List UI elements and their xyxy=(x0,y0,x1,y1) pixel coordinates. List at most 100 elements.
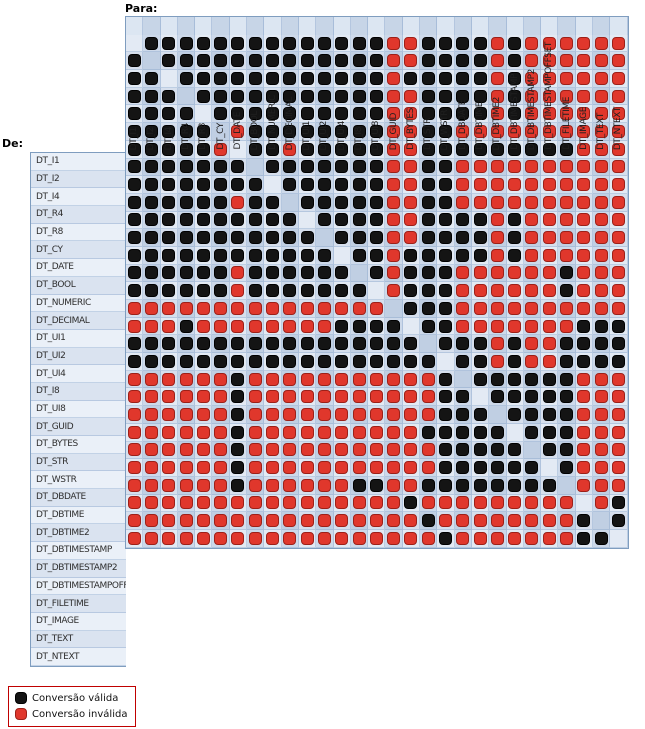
matrix-cell xyxy=(489,176,507,194)
valid-conversion-dot xyxy=(283,89,297,103)
matrix-cell xyxy=(593,388,611,407)
valid-conversion-dot xyxy=(421,248,435,262)
row-label: DT_GUID xyxy=(31,418,126,436)
valid-conversion-dot xyxy=(456,248,470,262)
invalid-conversion-dot xyxy=(144,390,158,404)
invalid-conversion-dot xyxy=(473,531,487,545)
valid-conversion-dot xyxy=(300,266,314,280)
matrix-cell xyxy=(264,158,282,177)
matrix-cell xyxy=(247,512,265,530)
valid-conversion-dot xyxy=(335,178,349,192)
valid-conversion-dot xyxy=(231,71,245,85)
matrix-cell xyxy=(247,423,265,442)
matrix-cell xyxy=(471,406,490,424)
matrix-cell xyxy=(316,211,334,230)
matrix-cell xyxy=(420,406,438,424)
valid-conversion-dot xyxy=(438,195,452,209)
matrix-cell xyxy=(420,353,438,371)
invalid-conversion-dot xyxy=(490,248,504,262)
invalid-conversion-dot xyxy=(542,231,556,245)
matrix-cell xyxy=(523,193,542,212)
valid-conversion-dot xyxy=(283,36,297,50)
matrix-cell xyxy=(437,494,455,513)
matrix-cell xyxy=(541,459,559,477)
matrix-cell xyxy=(385,282,403,300)
valid-conversion-dot xyxy=(231,231,245,245)
matrix-cell xyxy=(247,353,265,371)
invalid-conversion-dot xyxy=(490,301,504,315)
matrix-cell xyxy=(541,140,559,159)
matrix-cell xyxy=(160,459,178,477)
matrix-cell xyxy=(610,176,628,194)
matrix-cell xyxy=(229,87,248,106)
matrix-cell xyxy=(420,246,438,265)
valid-conversion-dot xyxy=(352,248,366,262)
valid-conversion-dot xyxy=(214,248,228,262)
matrix-cell xyxy=(420,105,438,124)
valid-conversion-dot xyxy=(369,89,383,103)
matrix-cell xyxy=(126,476,144,495)
matrix-cell xyxy=(212,264,230,283)
valid-conversion-dot xyxy=(404,284,418,298)
matrix-cell xyxy=(298,388,317,407)
valid-conversion-dot xyxy=(231,213,245,227)
invalid-conversion-dot xyxy=(421,531,435,545)
matrix-cell xyxy=(593,300,611,318)
valid-conversion-dot xyxy=(231,425,245,439)
invalid-conversion-dot xyxy=(352,461,366,475)
valid-conversion-dot xyxy=(300,284,314,298)
matrix-cell xyxy=(610,246,628,265)
matrix-cell xyxy=(264,52,282,71)
matrix-cell xyxy=(160,123,178,141)
invalid-conversion-dot xyxy=(162,319,176,333)
matrix-cell xyxy=(454,370,472,389)
valid-conversion-dot xyxy=(317,124,331,138)
matrix-cell xyxy=(333,512,351,530)
matrix-cell xyxy=(454,87,472,106)
valid-conversion-dot xyxy=(542,425,556,439)
matrix-cell xyxy=(610,459,628,477)
matrix-cell xyxy=(160,476,178,495)
matrix-cell xyxy=(593,34,611,53)
valid-conversion-dot xyxy=(438,266,452,280)
matrix-cell xyxy=(402,406,421,424)
valid-conversion-dot xyxy=(438,178,452,192)
matrix-cell xyxy=(454,476,472,495)
matrix-cell xyxy=(177,193,196,212)
invalid-conversion-dot xyxy=(248,301,262,315)
matrix-cell xyxy=(575,264,594,283)
valid-conversion-dot xyxy=(421,284,435,298)
invalid-conversion-dot xyxy=(456,178,470,192)
invalid-conversion-dot xyxy=(577,107,591,121)
matrix-cell xyxy=(333,406,351,424)
matrix-cell xyxy=(333,282,351,300)
valid-conversion-dot xyxy=(577,531,591,545)
valid-conversion-dot xyxy=(490,478,504,492)
invalid-conversion-dot xyxy=(214,461,228,475)
invalid-conversion-dot xyxy=(594,36,608,50)
invalid-conversion-dot xyxy=(577,36,591,50)
matrix-cell xyxy=(316,52,334,71)
matrix-cell xyxy=(368,229,386,247)
valid-conversion-dot xyxy=(525,425,539,439)
matrix-cell xyxy=(506,282,524,300)
matrix-cell xyxy=(368,34,386,53)
valid-conversion-dot xyxy=(508,390,522,404)
matrix-cell xyxy=(610,388,628,407)
invalid-conversion-dot xyxy=(179,407,193,421)
matrix-cell xyxy=(593,317,611,336)
invalid-conversion-dot xyxy=(456,284,470,298)
matrix-cell xyxy=(298,123,317,141)
invalid-conversion-dot xyxy=(490,178,504,192)
invalid-conversion-dot xyxy=(335,496,349,510)
valid-conversion-dot xyxy=(214,213,228,227)
valid-conversion-dot xyxy=(438,337,452,351)
invalid-conversion-dot xyxy=(387,425,401,439)
invalid-conversion-dot xyxy=(387,390,401,404)
invalid-conversion-dot xyxy=(560,89,574,103)
matrix-cell xyxy=(350,140,369,159)
invalid-conversion-dot xyxy=(594,390,608,404)
invalid-conversion-dot xyxy=(525,71,539,85)
matrix-cell xyxy=(281,494,299,513)
valid-conversion-dot xyxy=(369,71,383,85)
